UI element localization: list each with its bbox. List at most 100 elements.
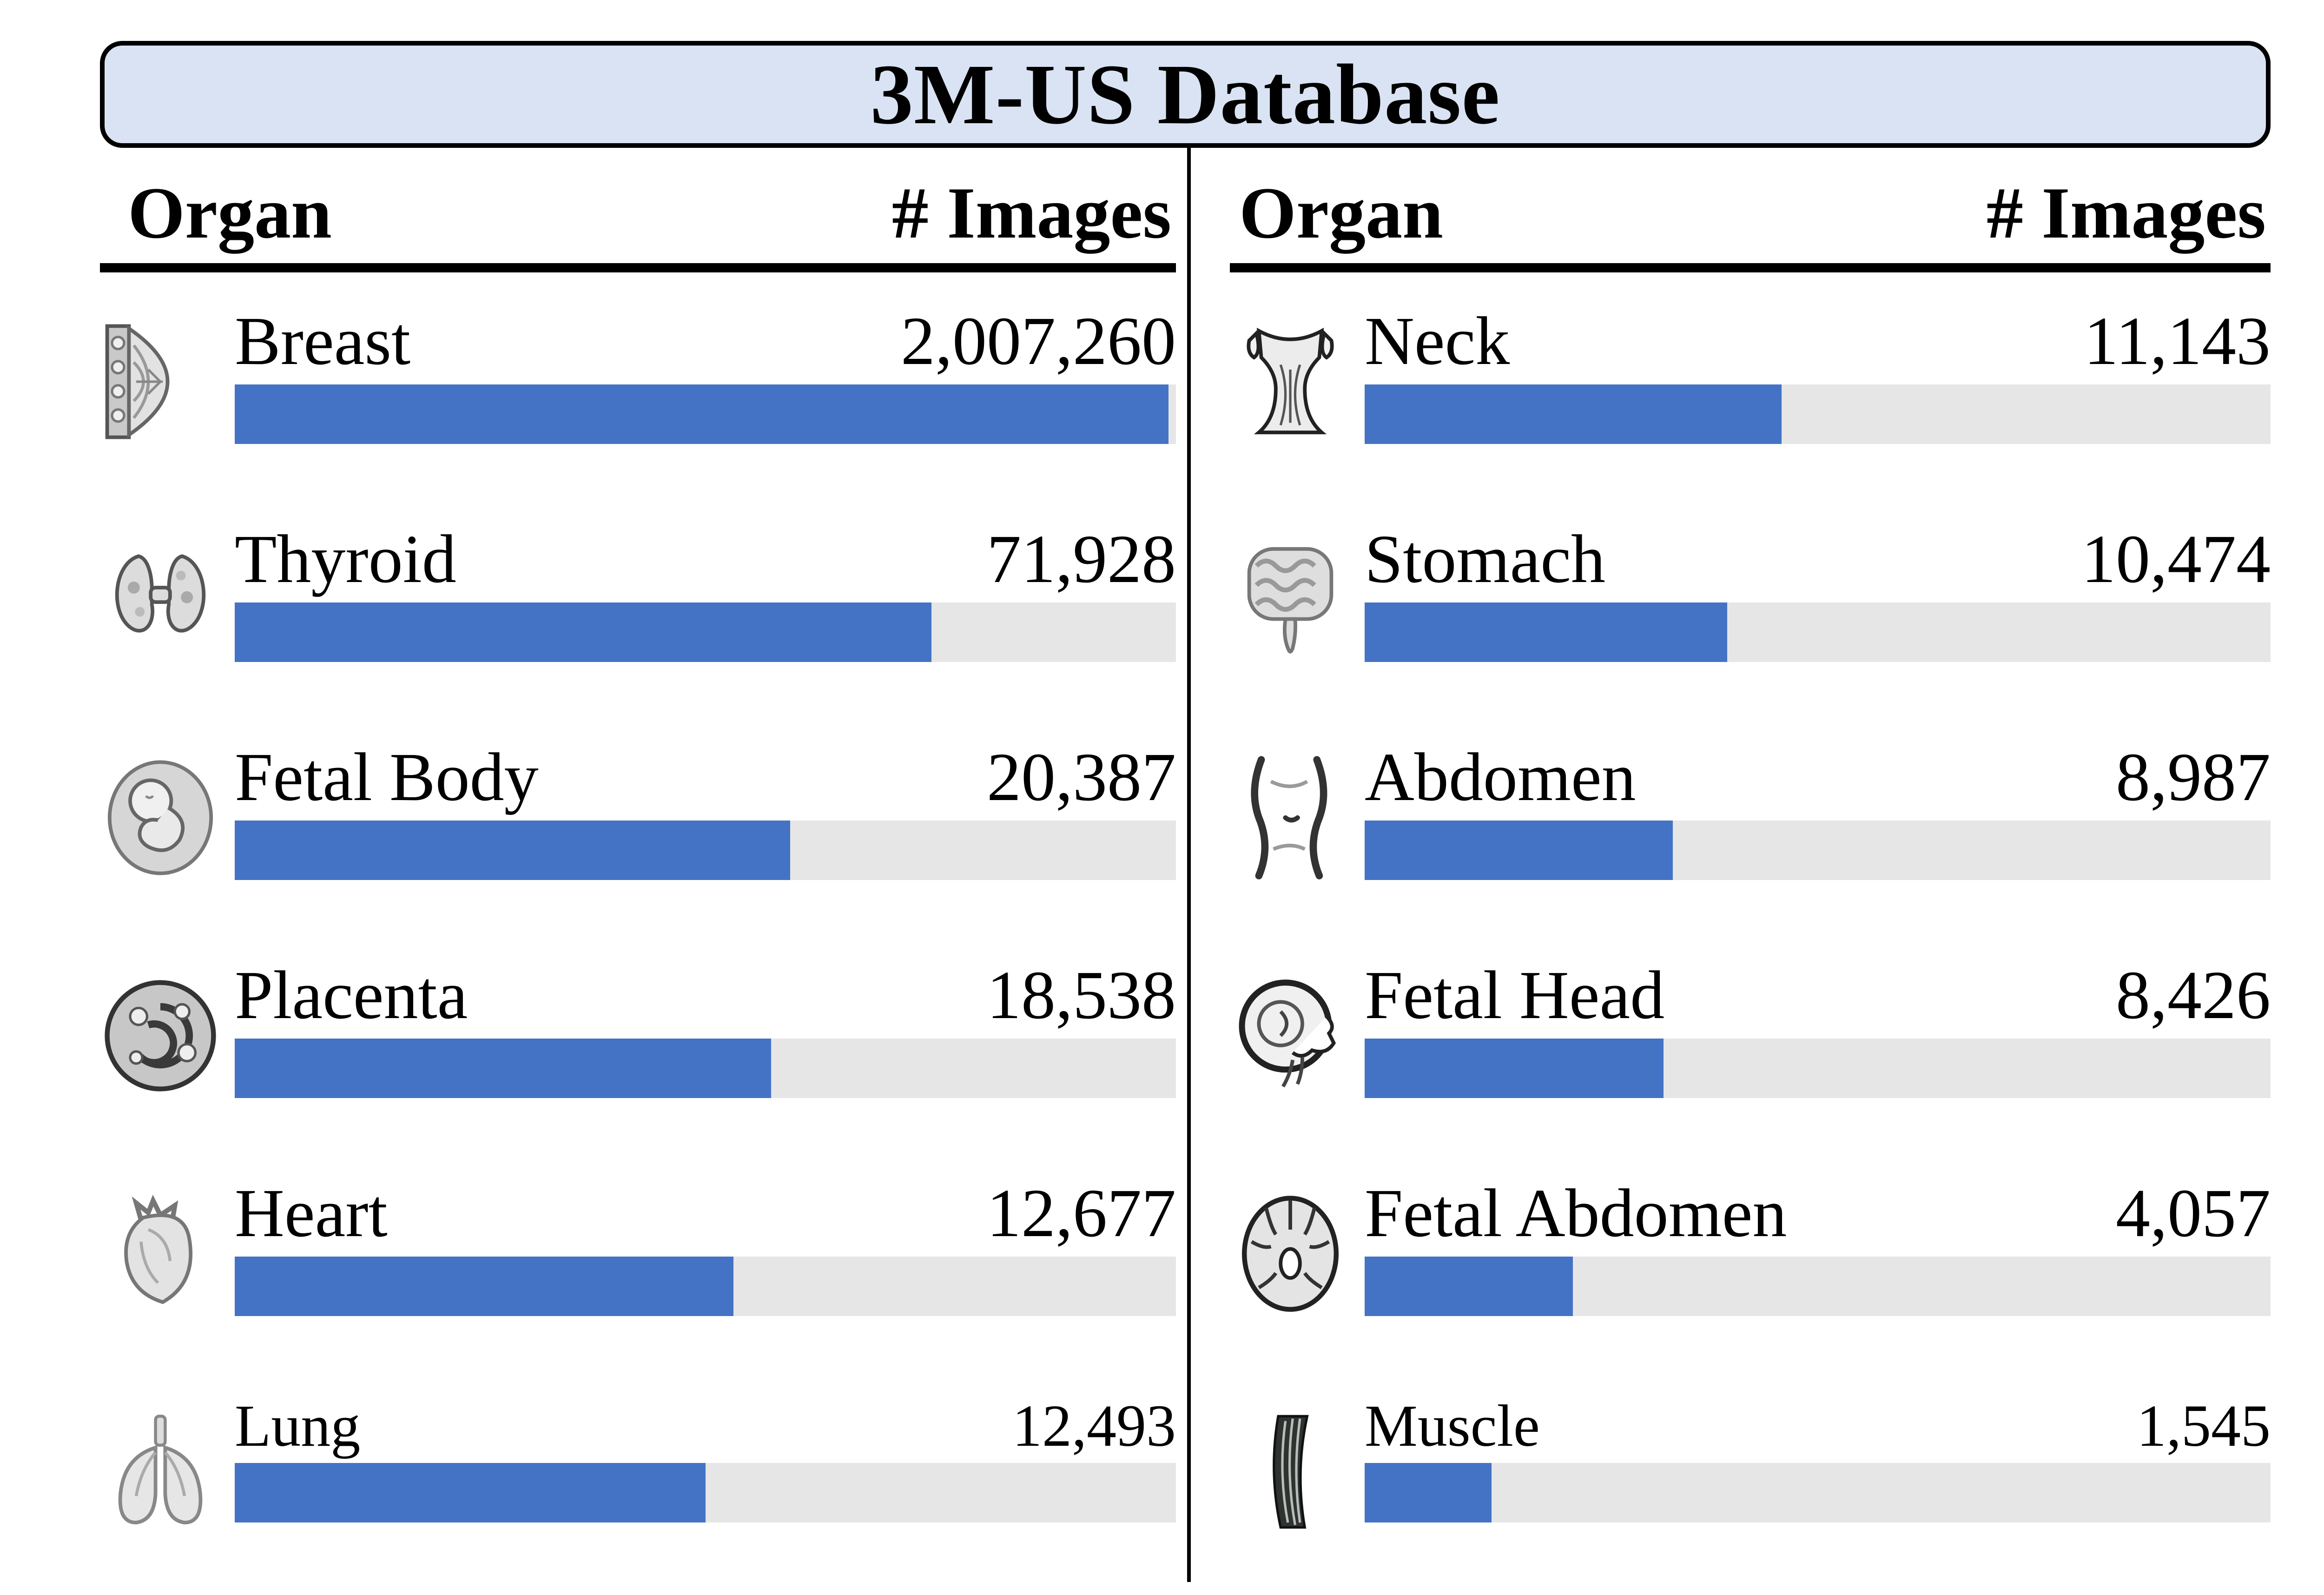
table-row: Lung 12,493 [100,1377,1176,1595]
image-count: 20,387 [987,739,1176,816]
table-row: Fetal Head 8,426 [1230,940,2271,1158]
image-count: 11,143 [2084,303,2271,380]
image-count: 71,928 [987,521,1176,598]
bar-track [1365,602,2271,662]
row-line: Fetal Head 8,426 [1365,953,2271,1039]
table-row: Breast 2,007,260 [100,286,1176,504]
placenta-icon [100,966,221,1105]
row-line: Placenta 18,538 [235,953,1176,1039]
bar-track [235,1039,1176,1099]
table-row: Fetal Body 20,387 [100,722,1176,940]
bar-fill [235,1257,734,1317]
bar-track [235,821,1176,880]
breast-icon [100,312,221,451]
row-content: Fetal Abdomen 4,057 [1365,1158,2271,1377]
column-right: Organ # Images Neck 11,143 [1202,148,2271,1595]
rows-right: Neck 11,143 Stomach [1230,286,2271,1595]
table-row: Thyroid 71,928 [100,504,1176,722]
muscle-icon [1230,1402,1351,1542]
row-line: Lung 12,493 [235,1389,1176,1463]
table: Organ # Images Breast 2,007,260 [100,148,2271,1595]
images-header: # Images [891,172,1171,254]
image-count: 18,538 [987,957,1176,1034]
bar-fill [1365,384,1782,444]
table-row: Heart 12,677 [100,1158,1176,1377]
stomach-icon [1230,530,1351,669]
row-line: Muscle 1,545 [1365,1389,2271,1463]
header-row-left: Organ # Images [100,170,1176,273]
organ-label: Abdomen [1365,739,1636,816]
organ-label: Muscle [1365,1393,1540,1459]
organ-label: Placenta [235,957,468,1034]
image-count: 8,426 [2116,957,2271,1034]
abdomen-icon [1230,748,1351,887]
organ-header: Organ [128,172,332,254]
bar-track [235,384,1176,444]
organ-label: Fetal Body [235,739,539,816]
column-left: Organ # Images Breast 2,007,260 [100,148,1176,1595]
organ-label: Stomach [1365,521,1605,598]
row-content: Lung 12,493 [235,1377,1176,1595]
fetal-head-icon [1230,966,1351,1105]
organ-header: Organ [1239,172,1443,254]
bar-track [235,1257,1176,1317]
image-count: 2,007,260 [901,303,1176,380]
page-title: 3M-US Database [870,46,1500,142]
bar-track [1365,1257,2271,1317]
fetal-body-icon [100,748,221,887]
organ-label: Thyroid [235,521,456,598]
row-line: Breast 2,007,260 [235,298,1176,384]
bar-fill [235,1039,772,1099]
organ-label: Neck [1365,303,1510,380]
images-header: # Images [1986,172,2266,254]
row-line: Fetal Body 20,387 [235,735,1176,821]
bar-fill [235,1463,706,1523]
image-count: 1,545 [2137,1393,2271,1459]
image-count: 12,493 [1012,1393,1176,1459]
heart-icon [100,1184,221,1324]
table-row: Placenta 18,538 [100,940,1176,1158]
image-count: 8,987 [2116,739,2271,816]
rows-left: Breast 2,007,260 Thyroid [100,286,1176,1595]
neck-icon [1230,312,1351,451]
bar-track [1365,821,2271,880]
bar-fill [235,384,1169,444]
row-content: Stomach 10,474 [1365,504,2271,722]
bar-fill [1365,1039,1664,1099]
table-row: Fetal Abdomen 4,057 [1230,1158,2271,1377]
bar-fill [235,602,931,662]
image-count: 12,677 [987,1175,1176,1252]
bar-fill [1365,602,1727,662]
bar-fill [1365,1463,1492,1523]
row-content: Thyroid 71,928 [235,504,1176,722]
row-content: Abdomen 8,987 [1365,722,2271,940]
row-content: Fetal Head 8,426 [1365,940,2271,1158]
table-row: Stomach 10,474 [1230,504,2271,722]
row-content: Fetal Body 20,387 [235,722,1176,940]
header-row-right: Organ # Images [1230,170,2271,273]
row-content: Breast 2,007,260 [235,286,1176,504]
bar-fill [1365,1257,1573,1317]
column-divider [1187,148,1191,1582]
organ-label: Fetal Head [1365,957,1665,1034]
row-content: Placenta 18,538 [235,940,1176,1158]
thyroid-icon [100,530,221,669]
lung-icon [100,1402,221,1542]
fetal-abdomen-icon [1230,1184,1351,1324]
row-line: Abdomen 8,987 [1365,735,2271,821]
row-content: Heart 12,677 [235,1158,1176,1377]
bar-track [1365,1463,2271,1523]
image-count: 4,057 [2116,1175,2271,1252]
organ-label: Breast [235,303,411,380]
table-row: Neck 11,143 [1230,286,2271,504]
bar-track [1365,1039,2271,1099]
bar-track [235,1463,1176,1523]
organ-label: Fetal Abdomen [1365,1175,1787,1252]
organ-label: Heart [235,1175,388,1252]
image-count: 10,474 [2081,521,2271,598]
bar-track [235,602,1176,662]
row-content: Neck 11,143 [1365,286,2271,504]
row-content: Muscle 1,545 [1365,1377,2271,1595]
title-box: 3M-US Database [100,41,2271,148]
